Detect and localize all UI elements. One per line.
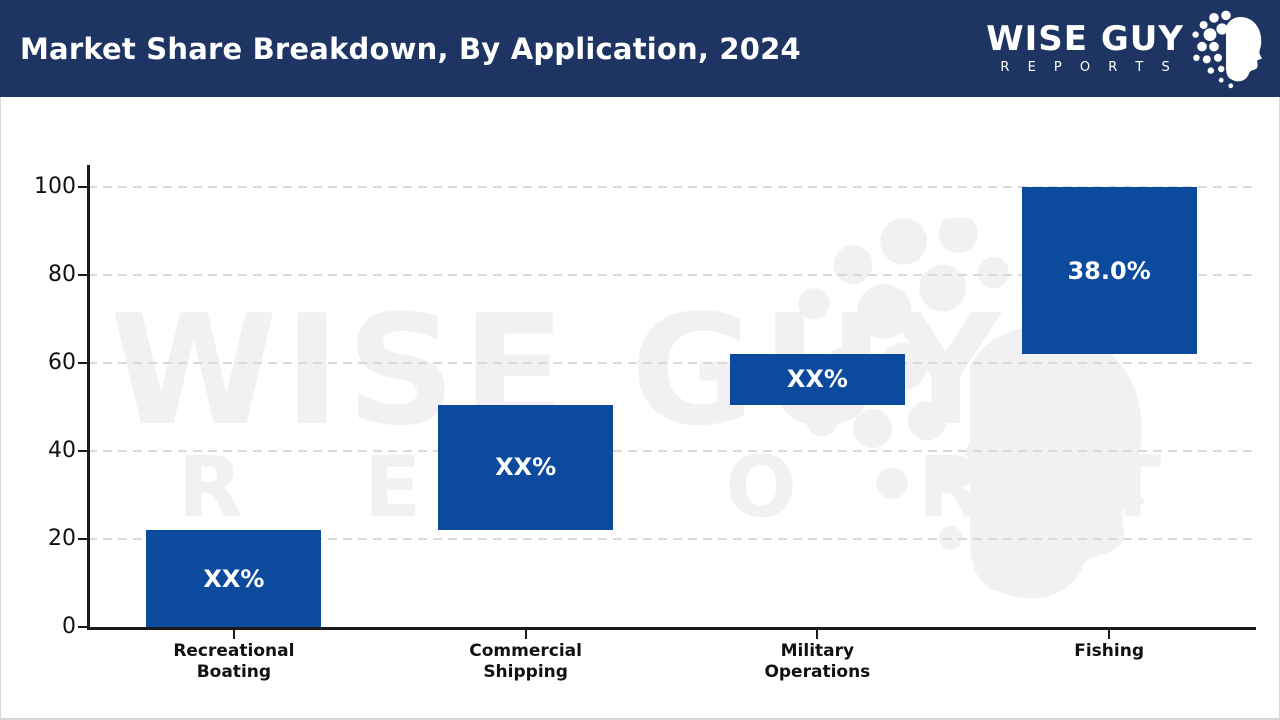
bar-value-label: XX% bbox=[203, 564, 265, 593]
chart-title: Market Share Breakdown, By Application, … bbox=[20, 31, 801, 66]
wise-guy-logo: WISE GUY R E P O R T S bbox=[986, 7, 1266, 91]
logo-wordmark: WISE GUY bbox=[986, 19, 1184, 59]
x-tick-label: Commercial Shipping bbox=[469, 641, 582, 683]
bar-value-label: XX% bbox=[786, 365, 848, 394]
x-axis-line bbox=[87, 627, 1256, 630]
y-tick-mark bbox=[78, 274, 88, 276]
y-tick-mark bbox=[78, 186, 88, 188]
y-tick-label: 80 bbox=[48, 262, 76, 287]
y-tick-label: 40 bbox=[48, 438, 76, 463]
x-tick-mark bbox=[1108, 630, 1111, 639]
logo-subtitle: R E P O R T S bbox=[1000, 60, 1177, 75]
bar-fishing: 38.0% bbox=[1021, 187, 1197, 355]
y-tick-mark bbox=[78, 538, 88, 540]
y-tick-mark bbox=[78, 626, 88, 628]
gridline bbox=[88, 538, 1255, 540]
bar-commercial-shipping: XX% bbox=[438, 404, 614, 531]
y-tick-label: 100 bbox=[34, 174, 76, 199]
bar-value-label: XX% bbox=[495, 453, 557, 482]
y-axis-line bbox=[87, 165, 90, 630]
x-tick-mark bbox=[524, 630, 527, 639]
gridline bbox=[88, 362, 1255, 364]
y-tick-label: 0 bbox=[62, 614, 76, 639]
gridline bbox=[88, 274, 1255, 276]
bar-recreational-boating: XX% bbox=[146, 530, 322, 627]
bar-military-operations: XX% bbox=[729, 354, 905, 405]
header-bar: Market Share Breakdown, By Application, … bbox=[0, 0, 1280, 97]
y-tick-mark bbox=[78, 362, 88, 364]
bar-value-label: 38.0% bbox=[1067, 256, 1151, 285]
logo-text: WISE GUY R E P O R T S bbox=[986, 22, 1184, 75]
x-tick-label: Military Operations bbox=[764, 641, 871, 683]
x-tick-mark bbox=[816, 630, 819, 639]
y-tick-label: 60 bbox=[48, 350, 76, 375]
gridline bbox=[88, 186, 1255, 188]
logo-head-profile-icon bbox=[1192, 10, 1262, 88]
x-tick-mark bbox=[232, 630, 235, 639]
x-tick-label: Fishing bbox=[1074, 641, 1144, 661]
x-tick-label: Recreational Boating bbox=[173, 641, 295, 683]
y-tick-mark bbox=[78, 450, 88, 452]
gridline bbox=[88, 450, 1255, 452]
y-tick-label: 20 bbox=[48, 526, 76, 551]
